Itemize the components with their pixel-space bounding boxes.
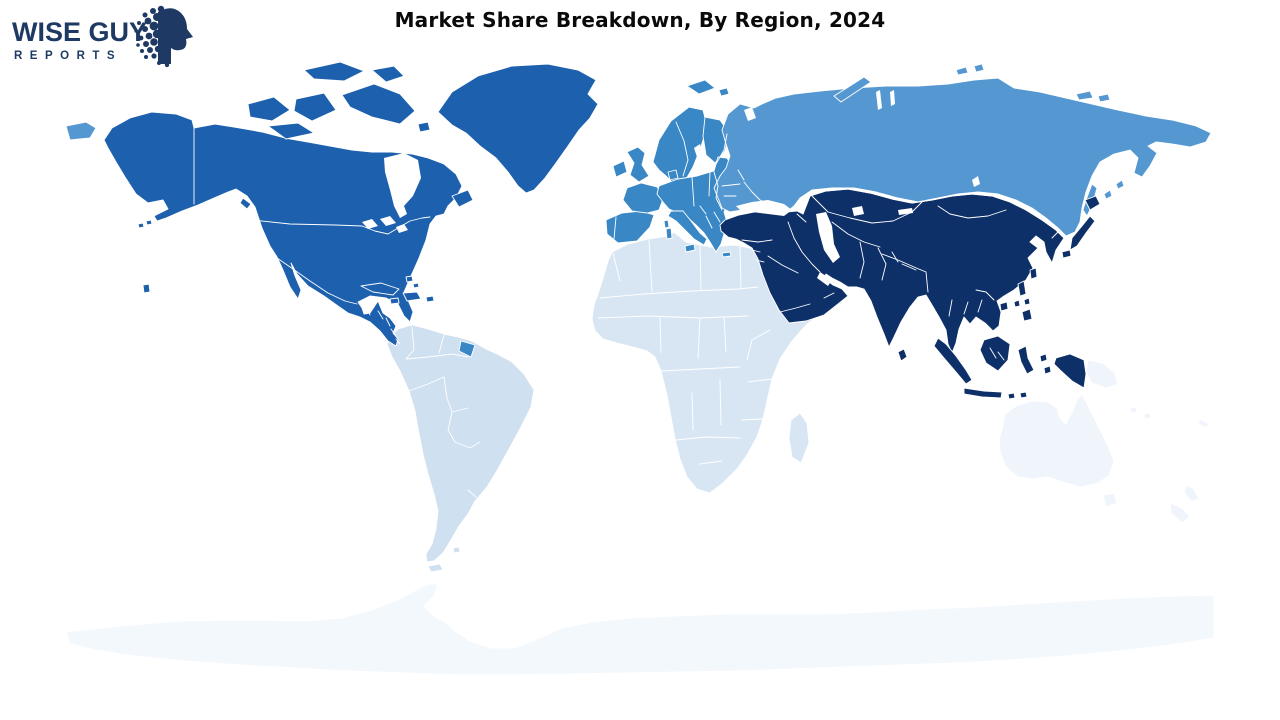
region-french-guiana xyxy=(458,340,476,358)
chart-title: Market Share Breakdown, By Region, 2024 xyxy=(394,8,886,32)
logo-wordmark: WISE GUY xyxy=(12,17,147,47)
region-oceania xyxy=(998,359,1210,524)
region-antarctica xyxy=(65,583,1215,676)
logo-subtitle: REPORTS xyxy=(14,50,122,62)
water-bodies xyxy=(362,90,980,286)
head-profile-icon xyxy=(134,5,193,68)
region-south-america xyxy=(386,324,535,573)
country-borders xyxy=(193,121,1065,525)
region-north-america xyxy=(103,61,599,347)
region-africa xyxy=(591,231,820,494)
region-europe xyxy=(550,79,739,258)
wise-guy-reports-logo: WISE GUY REPORTS xyxy=(12,4,212,68)
